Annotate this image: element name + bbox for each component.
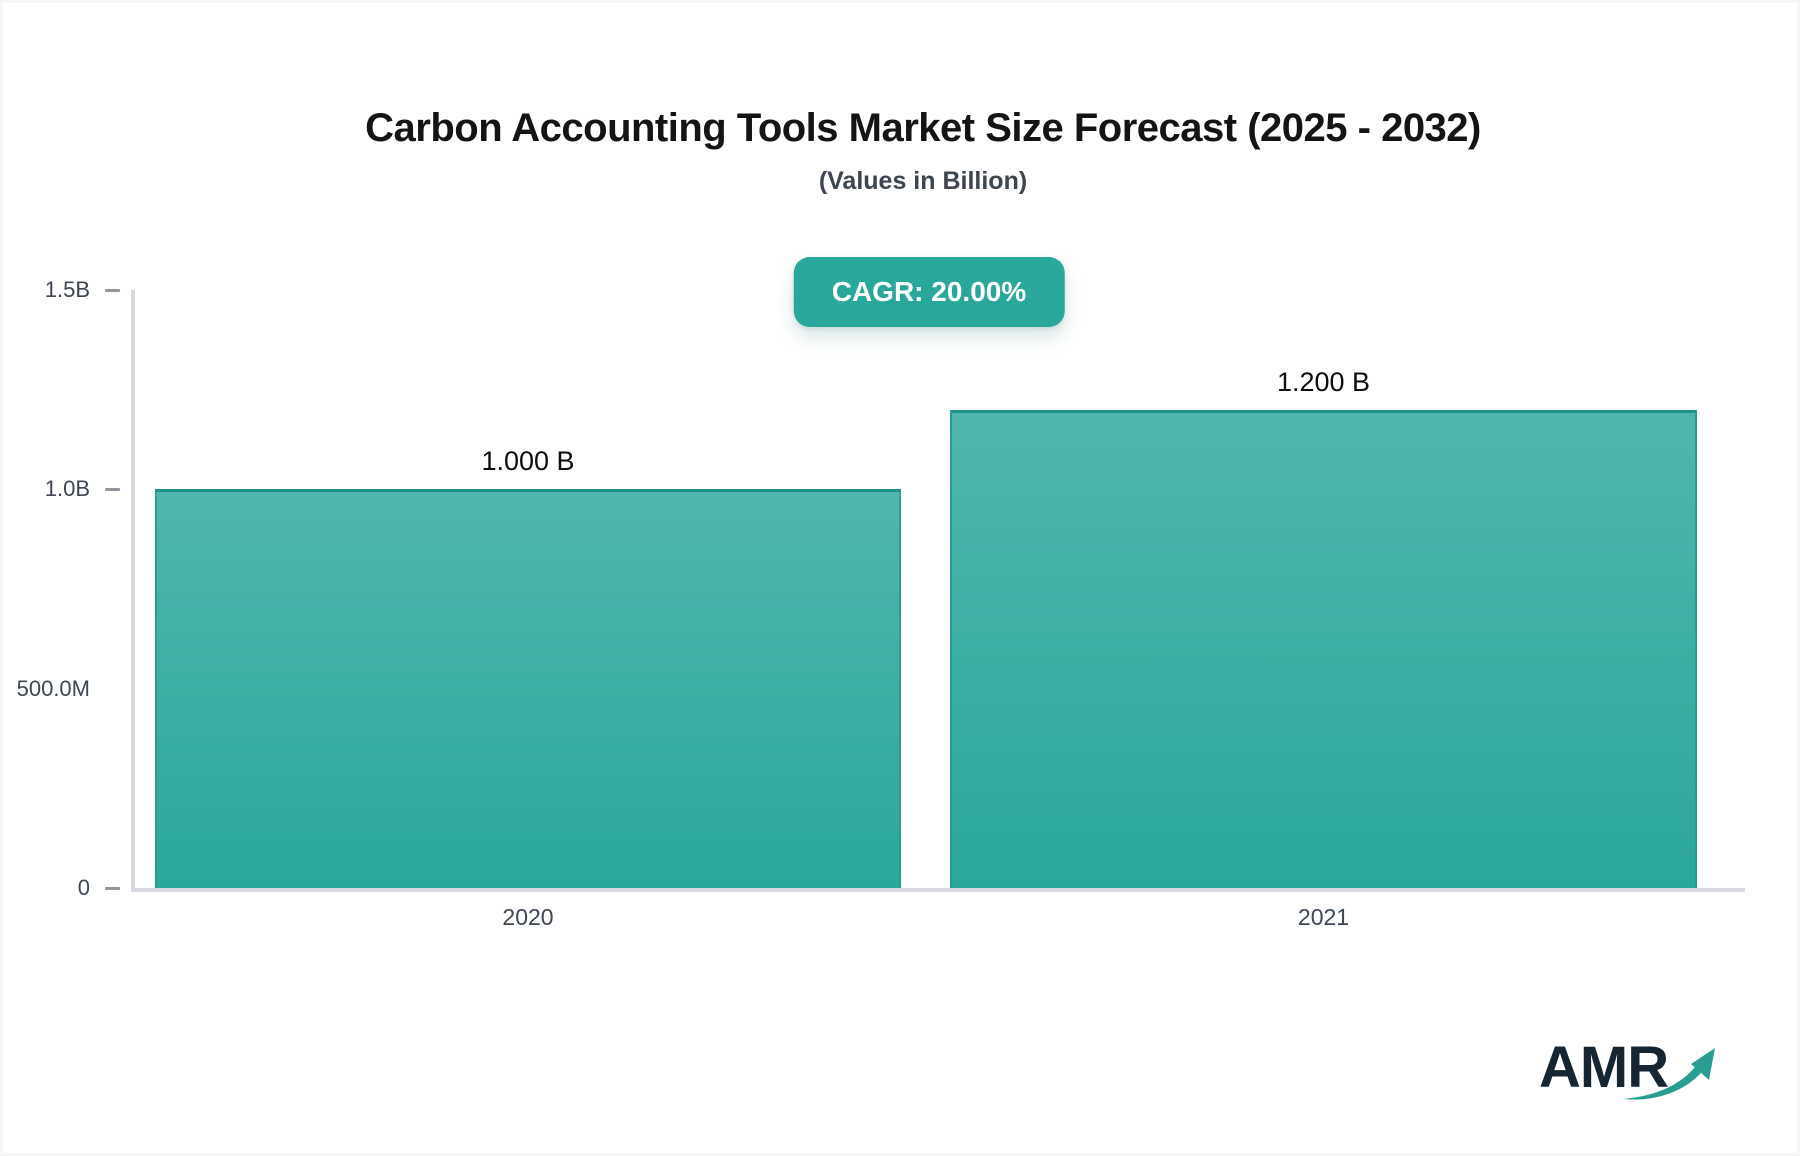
y-tick-0: 0 bbox=[78, 875, 120, 901]
y-tick-label: 0 bbox=[77, 875, 90, 900]
bar-value-label-2021: 1.200 B bbox=[1276, 366, 1371, 397]
x-axis-label-2020: 2020 bbox=[502, 904, 554, 930]
chart-header: Carbon Accounting Tools Market Size Fore… bbox=[43, 105, 1797, 196]
y-tick-mark bbox=[105, 288, 120, 292]
y-tick-mark bbox=[105, 886, 120, 890]
x-axis-label-2021: 2021 bbox=[1297, 904, 1350, 930]
x-axis-line bbox=[131, 888, 1745, 892]
amr-logo: AMR bbox=[1539, 1035, 1715, 1107]
bar-column-2020: 1.000 B 2020 bbox=[155, 290, 901, 930]
y-tick-1-5b: 1.5B bbox=[45, 277, 120, 303]
amr-logo-text: AMR bbox=[1539, 1035, 1669, 1100]
bar-2020 bbox=[155, 489, 901, 888]
y-tick-label: 500.0M bbox=[16, 675, 90, 701]
y-tick-label: 1.5B bbox=[44, 277, 90, 302]
y-tick-500m: 500.0M bbox=[17, 676, 120, 702]
cagr-badge: CAGR: 20.00% bbox=[793, 257, 1065, 327]
plot-area: 1.5B 1.0B 500.0M 0 1.000 B 2020 1.200 B … bbox=[17, 277, 1745, 930]
y-axis-line bbox=[131, 290, 135, 892]
bar-value-label-2020: 1.000 B bbox=[481, 446, 575, 477]
chart-title: Carbon Accounting Tools Market Size Fore… bbox=[365, 106, 1481, 150]
bar-2021 bbox=[950, 409, 1697, 888]
chart-subtitle: (Values in Billion) bbox=[818, 167, 1028, 195]
y-tick-mark bbox=[105, 487, 120, 491]
y-tick-label: 1.0B bbox=[44, 476, 90, 502]
bar-column-2021: 1.200 B 2021 bbox=[950, 290, 1697, 930]
growth-arrow-icon bbox=[1623, 1048, 1715, 1100]
y-tick-1-0b: 1.0B bbox=[45, 476, 120, 502]
